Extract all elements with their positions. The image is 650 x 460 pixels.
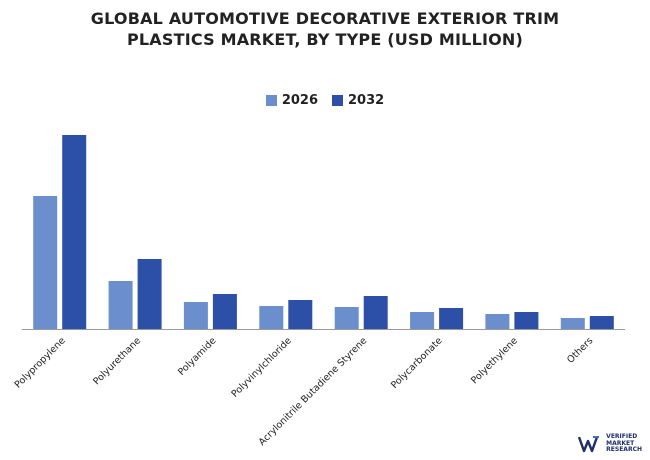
- legend-swatch-2032: [332, 95, 343, 106]
- bar-2032-polyurethane: [137, 259, 162, 329]
- chart-title: GLOBAL AUTOMOTIVE DECORATIVE EXTERIOR TR…: [0, 8, 650, 50]
- legend-label-2026: 2026: [281, 93, 318, 108]
- bar-2026-polypropylene: [33, 196, 58, 329]
- watermark-text: VERIFIED MARKET RESEARCH: [606, 434, 642, 454]
- chart-title-line-1: GLOBAL AUTOMOTIVE DECORATIVE EXTERIOR TR…: [90, 9, 560, 28]
- bar-2026-polyethylene: [485, 314, 510, 329]
- legend-swatch-2026: [265, 95, 277, 106]
- bar-2032-polyvinylchloride: [288, 300, 313, 329]
- legend-label-2032: 2032: [348, 93, 385, 108]
- chart-title-line-2: PLASTICS MARKET, BY TYPE (USD MILLION): [126, 30, 524, 49]
- bar-2026-others: [560, 318, 585, 329]
- chart-legend: 2026 2032: [0, 93, 650, 108]
- vmr-logo-icon: [578, 436, 600, 453]
- legend-item-2026: 2026: [265, 93, 318, 108]
- bar-2032-polycarbonate: [439, 308, 464, 329]
- bar-2032-polypropylene: [62, 135, 87, 329]
- bar-2026-polyamide: [183, 302, 208, 329]
- watermark-line-3: RESEARCH: [606, 446, 642, 454]
- x-tick-label-polyethylene: Polyethylene: [469, 335, 520, 386]
- bar-2032-acrylonitrile-butadiene-styrene: [363, 296, 388, 329]
- watermark: VERIFIED MARKET RESEARCH: [578, 434, 642, 454]
- bar-2026-polycarbonate: [410, 312, 435, 329]
- bar-2032-polyethylene: [514, 312, 539, 329]
- watermark-line-2: MARKET: [606, 439, 635, 447]
- watermark-line-1: VERIFIED: [606, 433, 638, 441]
- x-tick-label-polycarbonate: Polycarbonate: [389, 335, 445, 391]
- legend-item-2032: 2032: [332, 93, 384, 108]
- x-tick-label-polyvinylchloride: Polyvinylchloride: [229, 335, 294, 400]
- bar-2032-polyamide: [212, 294, 237, 329]
- x-tick-label-polyurethane: Polyurethane: [91, 335, 143, 387]
- bar-2026-polyvinylchloride: [259, 306, 284, 329]
- x-tick-label-polyamide: Polyamide: [176, 335, 219, 378]
- bar-2032-others: [589, 316, 614, 329]
- x-tick-label-polypropylene: Polypropylene: [13, 335, 68, 390]
- x-tick-label-others: Others: [565, 335, 595, 365]
- bar-2026-acrylonitrile-butadiene-styrene: [334, 307, 359, 329]
- bar-2026-polyurethane: [108, 281, 133, 329]
